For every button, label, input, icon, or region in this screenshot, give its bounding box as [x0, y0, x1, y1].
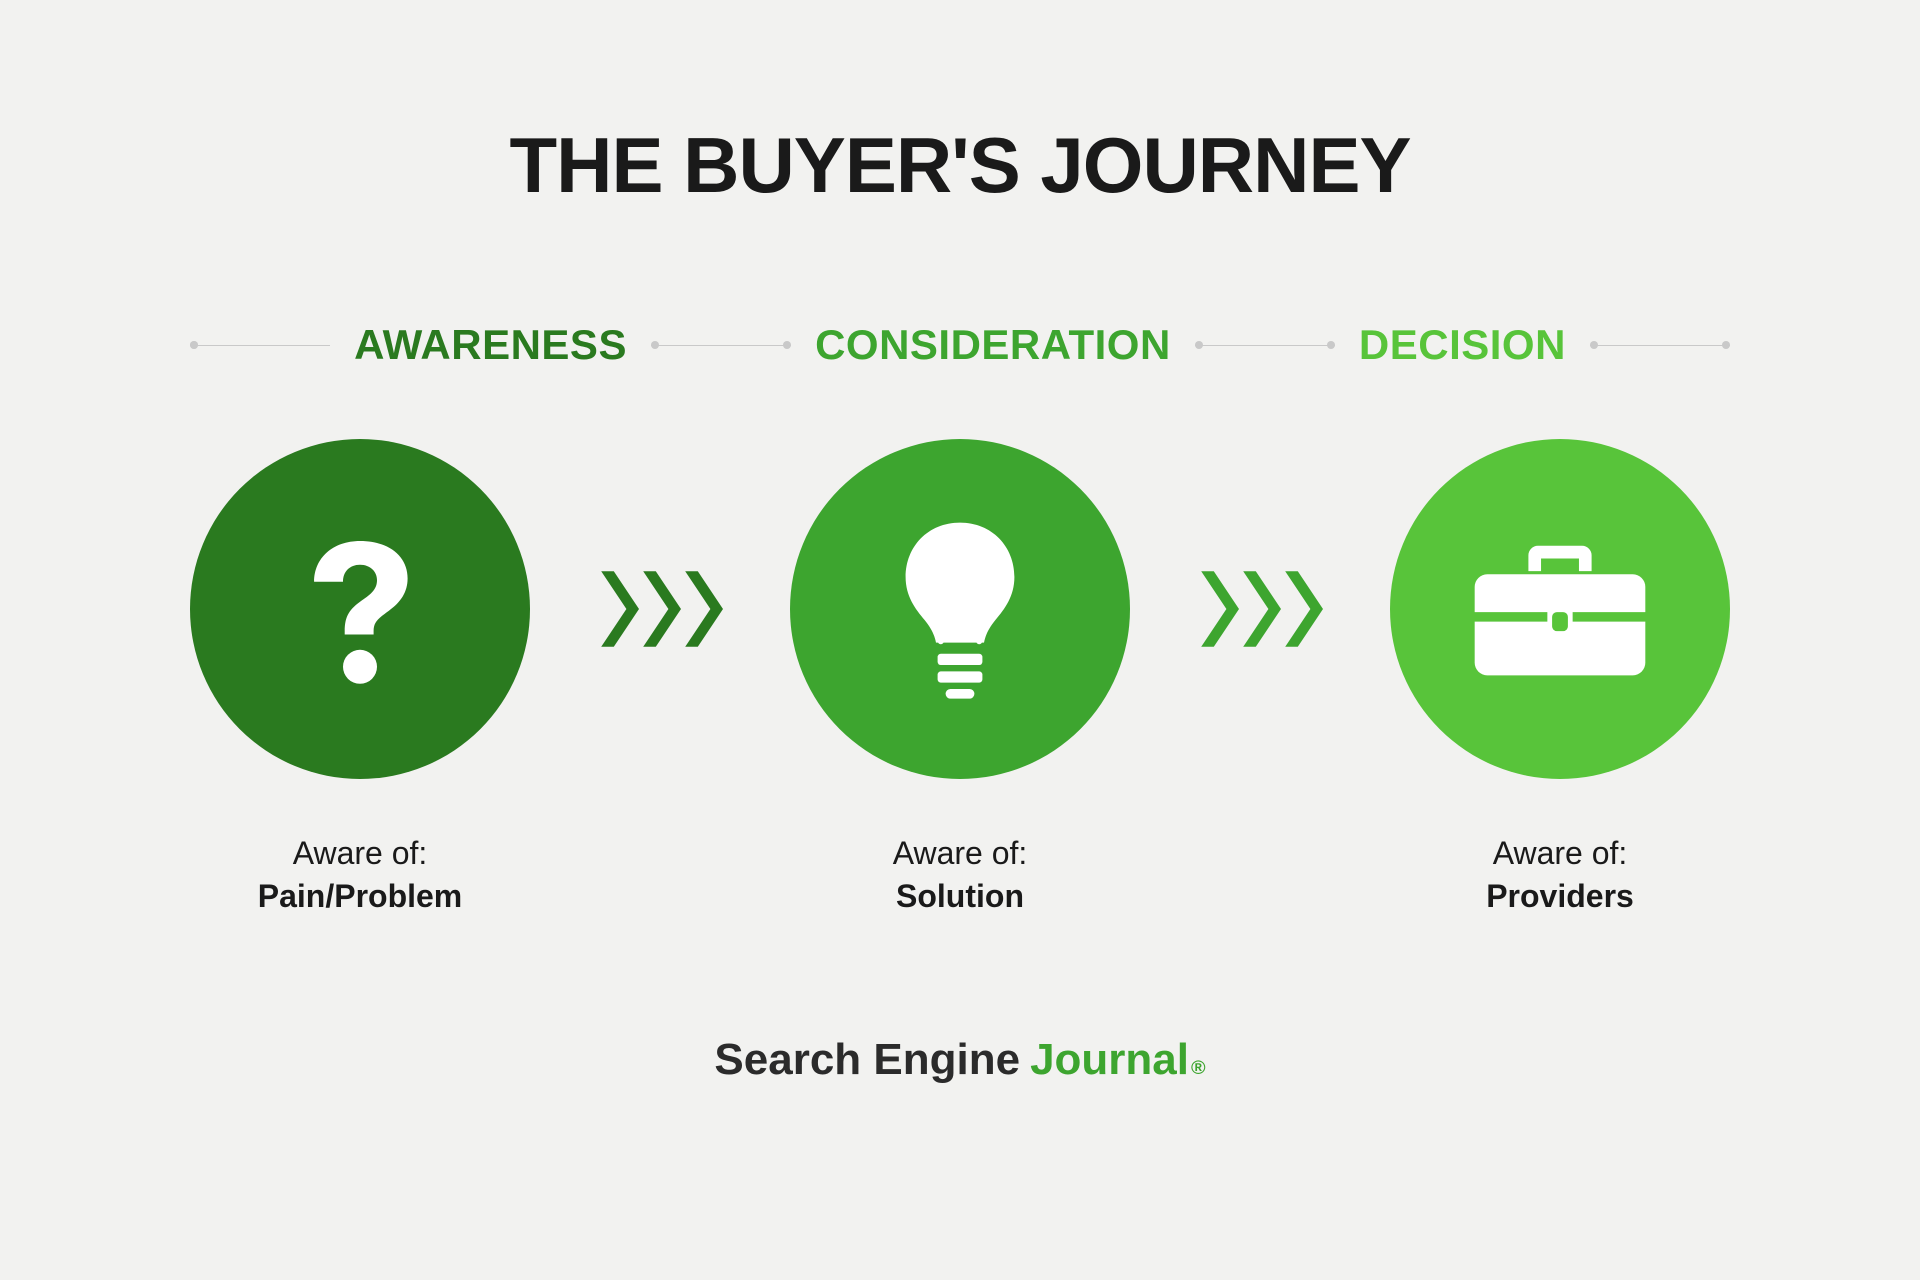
- stage-label-decision: DECISION: [1335, 321, 1590, 369]
- stage-consideration: [790, 439, 1130, 779]
- circle-awareness: [190, 439, 530, 779]
- arrows-2: [1130, 567, 1390, 651]
- caption-bold: Pain/Problem: [190, 878, 530, 915]
- footer-word1: Search Engine: [714, 1035, 1020, 1085]
- circle-decision: [1390, 439, 1730, 779]
- circle-consideration: [790, 439, 1130, 779]
- caption-prefix: Aware of:: [1390, 835, 1730, 872]
- stages-row: [190, 439, 1730, 779]
- infographic-canvas: THE BUYER'S JOURNEY AWARENESS CONSIDERAT…: [0, 0, 1920, 1280]
- stage-label-awareness: AWARENESS: [330, 321, 651, 369]
- briefcase-icon: [1465, 530, 1655, 688]
- caption-awareness: Aware of: Pain/Problem: [190, 835, 530, 915]
- connector-line: [1195, 345, 1335, 346]
- connector-line: [1590, 345, 1730, 346]
- caption-consideration: Aware of: Solution: [790, 835, 1130, 915]
- caption-bold: Providers: [1390, 878, 1730, 915]
- arrows-1: [530, 567, 790, 651]
- registered-mark: ®: [1191, 1057, 1206, 1080]
- page-title: THE BUYER'S JOURNEY: [509, 120, 1410, 211]
- connector-line: [190, 345, 330, 346]
- footer-logo: Search Engine Journal®: [714, 1035, 1205, 1085]
- stage-header-row: AWARENESS CONSIDERATION DECISION: [190, 321, 1730, 369]
- caption-prefix: Aware of:: [790, 835, 1130, 872]
- stage-label-consideration: CONSIDERATION: [791, 321, 1195, 369]
- stage-awareness: [190, 439, 530, 779]
- connector-line: [651, 345, 791, 346]
- question-icon: [275, 524, 445, 694]
- lightbulb-icon: [880, 513, 1040, 705]
- caption-row: Aware of: Pain/Problem Aware of: Solutio…: [190, 835, 1730, 915]
- caption-prefix: Aware of:: [190, 835, 530, 872]
- footer-word2: Journal: [1030, 1035, 1189, 1085]
- chevron-right-icon: [1197, 567, 1323, 651]
- chevron-right-icon: [597, 567, 723, 651]
- caption-decision: Aware of: Providers: [1390, 835, 1730, 915]
- caption-bold: Solution: [790, 878, 1130, 915]
- stage-decision: [1390, 439, 1730, 779]
